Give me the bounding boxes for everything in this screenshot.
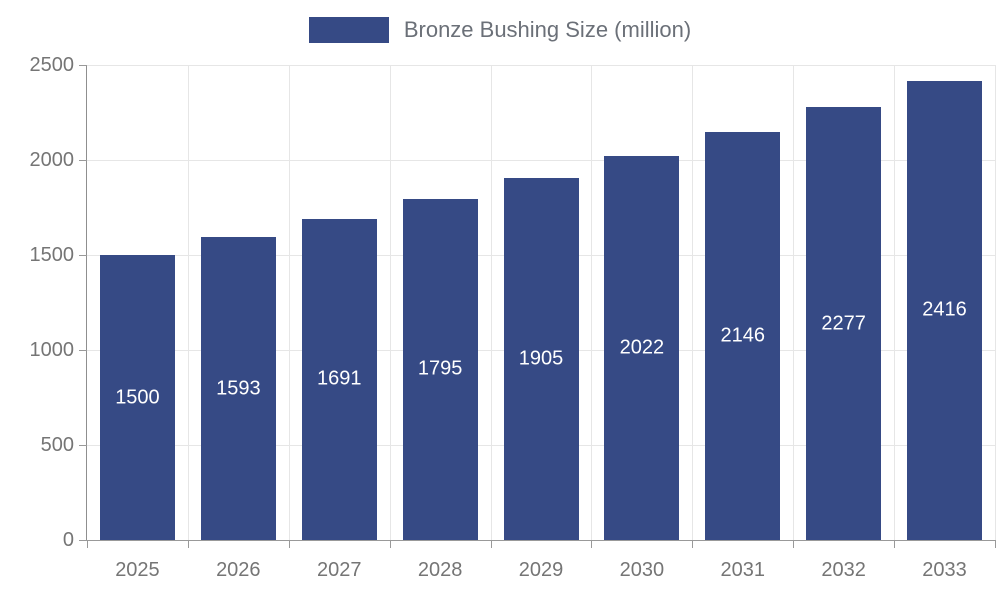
y-tick-label: 1000 [29, 339, 75, 361]
bar-value-label: 1691 [316, 367, 362, 390]
legend[interactable]: Bronze Bushing Size (million) [0, 14, 1000, 46]
bar-2033[interactable]: 2416 [907, 80, 983, 540]
bar-value-label: 2022 [619, 336, 665, 359]
bar-2031[interactable]: 2146 [705, 132, 781, 540]
bar-2027[interactable]: 1691 [301, 218, 377, 540]
x-tick-mark [894, 540, 896, 548]
v-gridline [187, 65, 189, 540]
x-tick-label: 2025 [115, 559, 160, 581]
x-axis-line [87, 540, 995, 541]
x-tick-label: 2028 [417, 559, 463, 581]
bar-value-label: 1795 [417, 357, 463, 380]
bar-value-label: 1500 [115, 386, 160, 408]
y-tick-label: 500 [40, 434, 74, 456]
bar-2026[interactable]: 1593 [200, 237, 276, 540]
bar-value-label: 1593 [216, 377, 261, 400]
v-gridline [389, 65, 391, 540]
x-tick-label: 2033 [922, 559, 967, 581]
y-tick-label: 1500 [29, 244, 75, 266]
bar-2029[interactable]: 1905 [503, 178, 579, 540]
x-tick-label: 2032 [821, 559, 866, 581]
y-tick-mark [79, 540, 87, 541]
v-gridline [490, 65, 492, 540]
legend-swatch-icon [308, 17, 389, 43]
x-tick-label: 2027 [316, 559, 362, 581]
x-tick-mark [692, 540, 694, 548]
v-gridline [591, 65, 593, 540]
x-tick-mark [591, 540, 593, 548]
bar-value-label: 2146 [720, 324, 766, 347]
h-gridline [87, 160, 995, 161]
x-tick-mark [793, 540, 795, 548]
x-tick-label: 2026 [216, 559, 261, 581]
bar-2028[interactable]: 1795 [402, 198, 478, 540]
bar-2032[interactable]: 2277 [806, 107, 882, 540]
h-gridline [87, 65, 995, 66]
x-tick-mark [490, 540, 492, 548]
bar-2030[interactable]: 2022 [604, 155, 680, 540]
plot-area: 1500 1593 1691 1795 1905 2022 2146 2277 2416 [86, 65, 996, 541]
v-gridline [692, 65, 694, 540]
bar-value-label: 2416 [922, 298, 967, 321]
bar-value-label: 2277 [821, 312, 866, 335]
y-tick-mark [79, 255, 87, 256]
y-axis-line [86, 65, 87, 540]
x-tick-mark [87, 540, 88, 548]
y-tick-mark [79, 350, 87, 351]
x-tick-mark [995, 540, 996, 548]
y-tick-mark [79, 65, 87, 66]
y-tick-label: 2500 [29, 54, 75, 76]
v-gridline [288, 65, 290, 540]
v-gridline [894, 65, 896, 540]
x-tick-label: 2029 [518, 559, 564, 581]
y-tick-mark [79, 160, 87, 161]
x-tick-label: 2031 [720, 559, 766, 581]
legend-label: Bronze Bushing Size (million) [403, 17, 692, 42]
y-tick-label: 0 [62, 529, 74, 551]
v-gridline [793, 65, 795, 540]
v-gridline [995, 65, 996, 540]
y-tick-label: 2000 [29, 149, 75, 171]
y-tick-mark [79, 445, 87, 446]
x-tick-mark [288, 540, 290, 548]
x-tick-mark [187, 540, 189, 548]
bar-2025[interactable]: 1500 [99, 255, 175, 540]
x-tick-label: 2030 [619, 559, 665, 581]
bar-value-label: 1905 [518, 347, 564, 370]
x-tick-mark [389, 540, 391, 548]
